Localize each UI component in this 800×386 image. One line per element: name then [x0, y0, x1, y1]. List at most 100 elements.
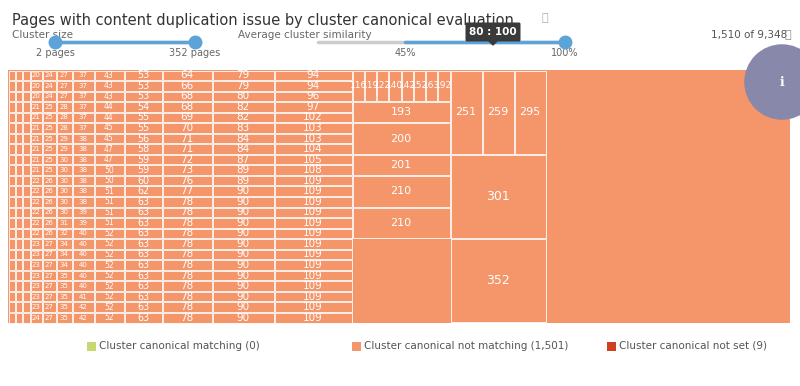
Text: 27: 27	[45, 241, 54, 247]
Text: 301: 301	[486, 190, 510, 203]
Bar	[22, 229, 30, 238]
Text: 94: 94	[306, 81, 320, 91]
Text: 52: 52	[104, 229, 114, 238]
Bar	[9, 281, 14, 291]
Text: 27: 27	[45, 262, 54, 268]
Text: 122: 122	[374, 81, 391, 90]
Text: 90: 90	[237, 186, 250, 196]
Text: 52: 52	[104, 250, 114, 259]
Bar	[42, 281, 55, 291]
Bar	[15, 176, 22, 185]
Bar	[402, 71, 413, 101]
Text: 63: 63	[137, 229, 149, 239]
Text: 53: 53	[137, 81, 149, 91]
Bar	[607, 342, 616, 351]
Bar	[15, 271, 22, 280]
Text: 59: 59	[137, 155, 149, 164]
Bar	[30, 134, 42, 143]
Bar	[9, 134, 14, 143]
Text: 26: 26	[45, 230, 54, 236]
Text: 193: 193	[390, 107, 411, 117]
Text: 89: 89	[236, 165, 250, 175]
Text: 63: 63	[137, 218, 149, 228]
Text: 108: 108	[303, 165, 323, 175]
Bar	[30, 313, 42, 322]
Text: Cluster canonical not matching (1,501): Cluster canonical not matching (1,501)	[364, 341, 568, 351]
Bar	[9, 81, 14, 91]
Text: 109: 109	[303, 271, 323, 281]
Bar	[94, 134, 123, 143]
Text: 53: 53	[137, 70, 149, 80]
Text: 30: 30	[59, 199, 69, 205]
Text: 84: 84	[236, 144, 250, 154]
Text: Cluster canonical matching (0): Cluster canonical matching (0)	[99, 341, 260, 351]
Bar	[162, 113, 211, 122]
Bar	[22, 186, 30, 196]
Bar	[73, 302, 94, 312]
Text: 210: 210	[390, 186, 411, 196]
Text: 109: 109	[303, 186, 323, 196]
Text: 27: 27	[59, 83, 69, 89]
Text: 24: 24	[32, 315, 40, 321]
Bar	[15, 229, 22, 238]
Text: 70: 70	[181, 123, 194, 133]
Bar	[15, 91, 22, 101]
Text: 55: 55	[137, 123, 149, 133]
Bar	[30, 292, 42, 301]
Text: 22: 22	[32, 188, 40, 194]
Bar	[213, 81, 274, 91]
Text: 56: 56	[137, 134, 149, 144]
Bar	[15, 102, 22, 112]
Text: 38: 38	[78, 178, 87, 184]
Bar	[94, 281, 123, 291]
Bar	[274, 271, 351, 280]
Text: 38: 38	[78, 135, 87, 142]
Bar	[15, 250, 22, 259]
Bar	[274, 165, 351, 175]
Bar	[30, 176, 42, 185]
Bar	[42, 250, 55, 259]
Text: 31: 31	[59, 220, 69, 226]
Bar	[125, 302, 162, 312]
Bar	[22, 91, 30, 101]
Bar	[73, 102, 94, 112]
Bar	[125, 176, 162, 185]
Text: 152: 152	[411, 81, 428, 90]
Bar	[73, 313, 94, 322]
Bar	[274, 186, 351, 196]
Bar	[94, 165, 123, 175]
Text: 25: 25	[45, 125, 54, 131]
Text: 78: 78	[180, 292, 194, 301]
Bar	[57, 271, 71, 280]
Bar	[274, 313, 351, 322]
Text: 50: 50	[104, 166, 114, 174]
Bar	[353, 208, 450, 238]
Bar	[9, 208, 14, 217]
Bar	[213, 71, 274, 80]
Bar	[125, 123, 162, 133]
Bar	[30, 197, 42, 207]
Text: 63: 63	[137, 239, 149, 249]
Text: 23: 23	[31, 304, 41, 310]
Bar	[274, 81, 351, 91]
Text: 54: 54	[137, 102, 149, 112]
Bar	[57, 134, 71, 143]
Text: 78: 78	[180, 197, 194, 207]
Bar	[213, 239, 274, 249]
Text: 78: 78	[180, 313, 194, 323]
Text: 37: 37	[78, 83, 87, 89]
Bar	[22, 134, 30, 143]
Bar	[73, 281, 94, 291]
Bar	[42, 302, 55, 312]
Bar	[213, 102, 274, 112]
Bar	[73, 155, 94, 164]
Bar	[125, 113, 162, 122]
Text: 295: 295	[519, 107, 541, 117]
Text: 72: 72	[180, 155, 194, 164]
Bar	[450, 239, 546, 322]
Text: 68: 68	[180, 102, 194, 112]
Text: 109: 109	[303, 302, 323, 312]
Bar	[125, 91, 162, 101]
Bar	[42, 113, 55, 122]
Bar	[94, 271, 123, 280]
